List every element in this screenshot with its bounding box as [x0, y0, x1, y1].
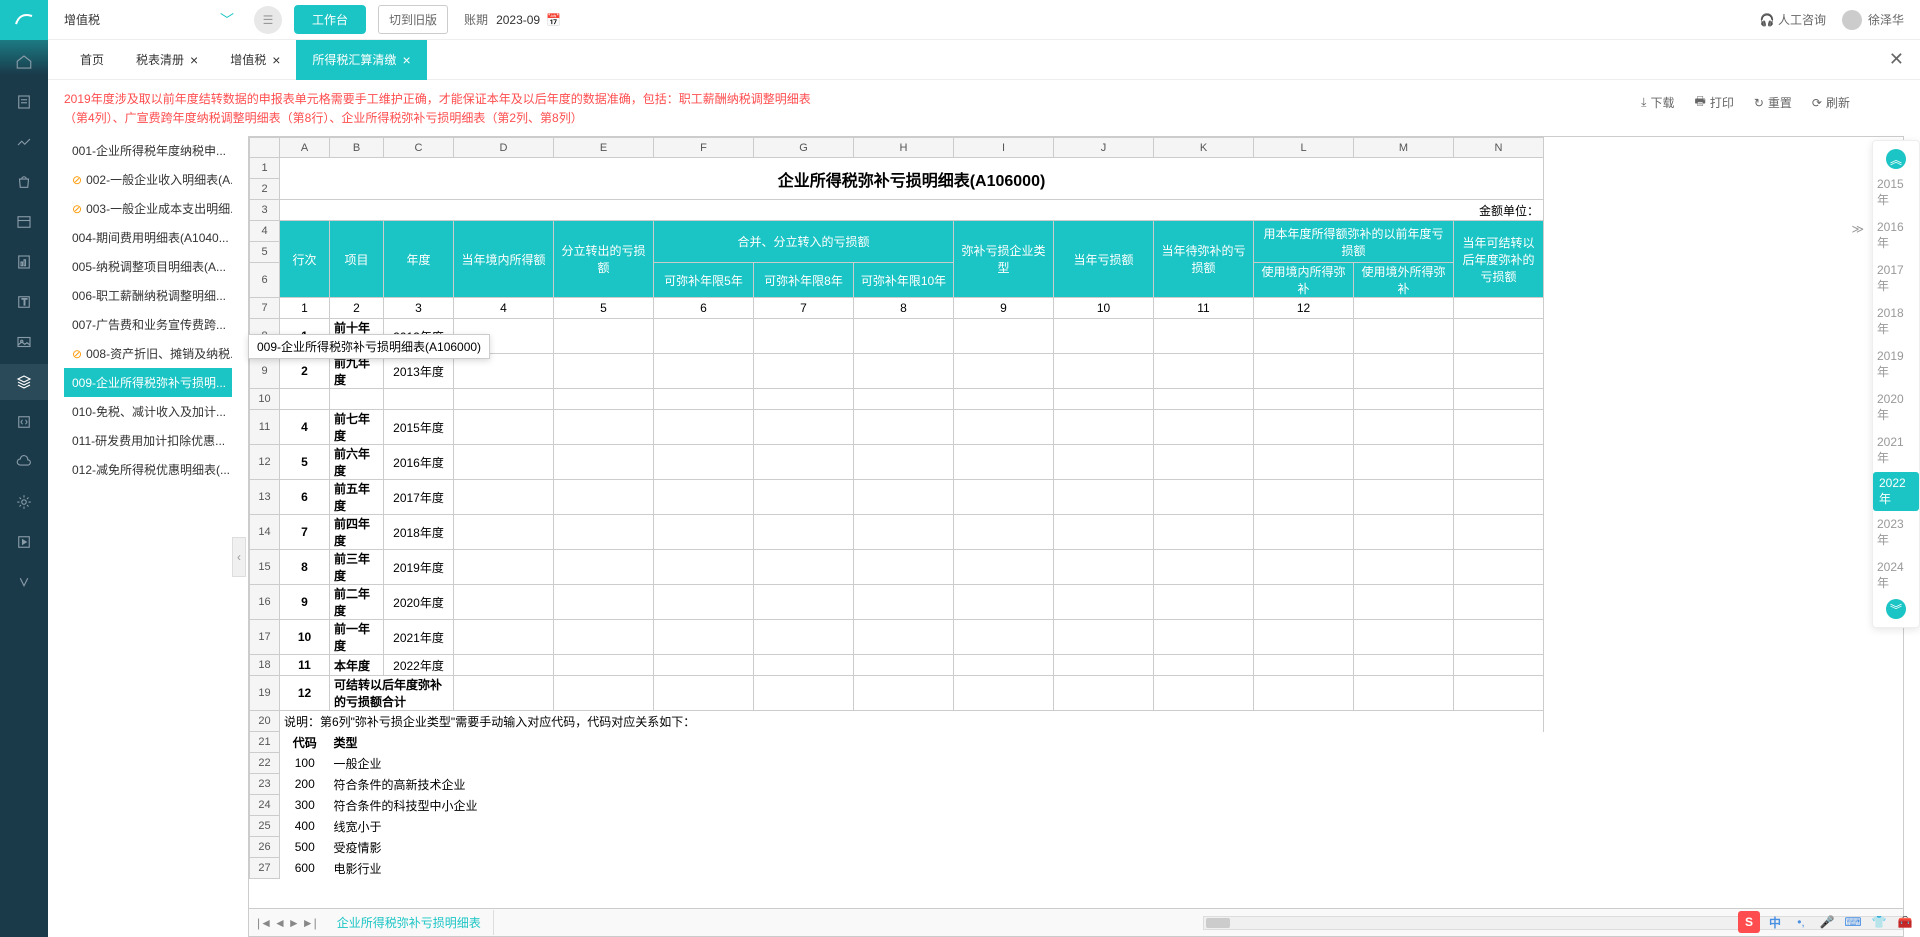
close-all-tabs-icon[interactable]: ✕ [1889, 49, 1904, 70]
side-report-icon[interactable] [0, 244, 48, 280]
username: 徐泽华 [1868, 11, 1904, 28]
side-cloud-icon[interactable] [0, 444, 48, 480]
tree-item[interactable]: ⊘003-一般企业成本支出明细... [64, 194, 232, 223]
year-item[interactable]: 2019年 [1873, 343, 1919, 386]
tree-item[interactable]: 005-纳税调整项目明细表(A... [64, 252, 232, 281]
refresh-button[interactable]: ⟳ 刷新 [1812, 92, 1850, 113]
tree-item[interactable]: 011-研发费用加计扣除优惠... [64, 426, 232, 455]
form-tree: 001-企业所得税年度纳税申...⊘002-一般企业收入明细表(A...⊘003… [64, 136, 232, 937]
tree-item[interactable]: 006-职工薪酬纳税调整明细... [64, 281, 232, 310]
sheet-nav-prev-icon[interactable]: ◄ [274, 916, 286, 930]
sheet-nav-first-icon[interactable]: |◄ [257, 916, 272, 930]
ime-lang-icon[interactable]: 中 [1764, 911, 1786, 933]
side-list-icon[interactable] [0, 204, 48, 240]
year-item[interactable]: 2021年 [1873, 429, 1919, 472]
tab-close-icon[interactable]: × [272, 52, 280, 68]
side-chart-icon[interactable] [0, 124, 48, 160]
side-stack-icon[interactable] [0, 364, 48, 400]
app-logo[interactable] [0, 0, 48, 40]
circle-menu-icon[interactable]: ☰ [254, 6, 282, 34]
notice-text: 2019年度涉及取以前年度结转数据的申报表单元格需要手工维护正确，才能保证本年及… [64, 90, 824, 128]
tab-close-icon[interactable]: × [190, 52, 198, 68]
side-doc-icon[interactable] [0, 84, 48, 120]
tree-item[interactable]: 001-企业所得税年度纳税申... [64, 136, 232, 165]
tree-item[interactable]: 009-企业所得税弥补亏损明... [64, 368, 232, 397]
year-item[interactable]: 2016年 [1873, 214, 1919, 257]
ime-mic-icon[interactable]: 🎤 [1816, 911, 1838, 933]
tree-item[interactable]: 012-减免所得税优惠明细表(... [64, 455, 232, 484]
year-item[interactable]: 2024年 [1873, 554, 1919, 597]
sheet-nav-last-icon[interactable]: ►| [302, 916, 317, 930]
year-item[interactable]: 2017年 [1873, 257, 1919, 300]
side-bag-icon[interactable] [0, 164, 48, 200]
side-gear-icon[interactable] [0, 484, 48, 520]
workspace-button[interactable]: 工作台 [294, 5, 366, 34]
sheet-tab[interactable]: 企业所得税弥补亏损明细表 [325, 910, 494, 935]
sheet-toolbar: ⤓ 下载 🖶 打印 ↻ 重置 ⟳ 刷新 [1641, 92, 1850, 113]
ime-punct-icon[interactable]: •, [1790, 911, 1812, 933]
page-tabs: 首页税表清册×增值税×所得税汇算清缴× ✕ [48, 40, 1920, 80]
switch-old-button[interactable]: 切到旧版 [378, 5, 448, 34]
user-menu[interactable]: 徐泽华 [1842, 10, 1904, 30]
year-up-icon[interactable]: ︽ [1886, 149, 1906, 169]
calendar-icon[interactable]: 📅 [546, 13, 561, 27]
chevron-down-icon: ﹀ [220, 10, 234, 30]
tree-item[interactable]: 004-期间费用明细表(A1040... [64, 223, 232, 252]
print-button[interactable]: 🖶 打印 [1695, 92, 1734, 113]
spreadsheet: ABCDEFGHIJKLMN1企业所得税弥补亏损明细表(A106000)23金额… [248, 136, 1904, 937]
warn-icon: ⊘ [72, 347, 82, 361]
side-play-icon[interactable] [0, 524, 48, 560]
company-type-label: 增值税 [64, 11, 100, 28]
year-item[interactable]: 2022年 [1873, 472, 1919, 511]
year-panel: ︽ 2015年2016年2017年2018年2019年2020年2021年202… [1872, 140, 1920, 628]
tree-tooltip: 009-企业所得税弥补亏损明细表(A106000) [248, 334, 490, 359]
year-down-icon[interactable]: ︾ [1886, 599, 1906, 619]
ime-toolbox-icon[interactable]: 🧰 [1894, 911, 1916, 933]
download-button[interactable]: ⤓ 下载 [1641, 92, 1674, 113]
tab-首页[interactable]: 首页 [64, 40, 120, 80]
sheet-nav-next-icon[interactable]: ► [288, 916, 300, 930]
year-item[interactable]: 2020年 [1873, 386, 1919, 429]
side-bracket-icon[interactable] [0, 404, 48, 440]
tree-item[interactable]: 007-广告费和业务宣传费跨... [64, 310, 232, 339]
sheet-tab-bar: |◄ ◄ ► ►| 企业所得税弥补亏损明细表 [249, 908, 1903, 936]
tree-item[interactable]: ⊘002-一般企业收入明细表(A... [64, 165, 232, 194]
year-item[interactable]: 2015年 [1873, 171, 1919, 214]
ime-bar: S 中 •, 🎤 ⌨ 👕 🧰 [1738, 911, 1916, 933]
left-sidebar: T [0, 0, 48, 937]
period-value[interactable]: 2023-09 [496, 13, 540, 27]
tree-item[interactable]: ⊘008-资产折旧、摊销及纳税... [64, 339, 232, 368]
reset-button[interactable]: ↻ 重置 [1754, 92, 1792, 113]
tree-item[interactable]: 010-免税、减计收入及加计... [64, 397, 232, 426]
tab-增值税[interactable]: 增值税× [214, 40, 296, 80]
period-label: 账期 [464, 11, 488, 28]
ime-brand-icon[interactable]: S [1738, 911, 1760, 933]
tab-close-icon[interactable]: × [402, 52, 410, 68]
warn-icon: ⊘ [72, 202, 82, 216]
year-item[interactable]: 2018年 [1873, 300, 1919, 343]
consult-link[interactable]: 🎧 人工咨询 [1760, 11, 1826, 28]
ime-keyboard-icon[interactable]: ⌨ [1842, 911, 1864, 933]
side-home-icon[interactable] [0, 44, 48, 80]
warn-icon: ⊘ [72, 173, 82, 187]
side-text-icon[interactable]: T [0, 284, 48, 320]
svg-text:T: T [22, 297, 28, 307]
side-image-icon[interactable] [0, 324, 48, 360]
company-dropdown[interactable]: 增值税 ﹀ [64, 10, 234, 30]
side-v-icon[interactable] [0, 564, 48, 600]
collapse-tree-icon[interactable]: ‹ [232, 537, 246, 577]
year-item[interactable]: 2023年 [1873, 511, 1919, 554]
tab-税表清册[interactable]: 税表清册× [120, 40, 214, 80]
tab-所得税汇算清缴[interactable]: 所得税汇算清缴× [296, 40, 426, 80]
topbar: 增值税 ﹀ ☰ 工作台 切到旧版 账期 2023-09 📅 🎧 人工咨询 徐泽华 [48, 0, 1920, 40]
avatar-icon [1842, 10, 1862, 30]
ime-skin-icon[interactable]: 👕 [1868, 911, 1890, 933]
